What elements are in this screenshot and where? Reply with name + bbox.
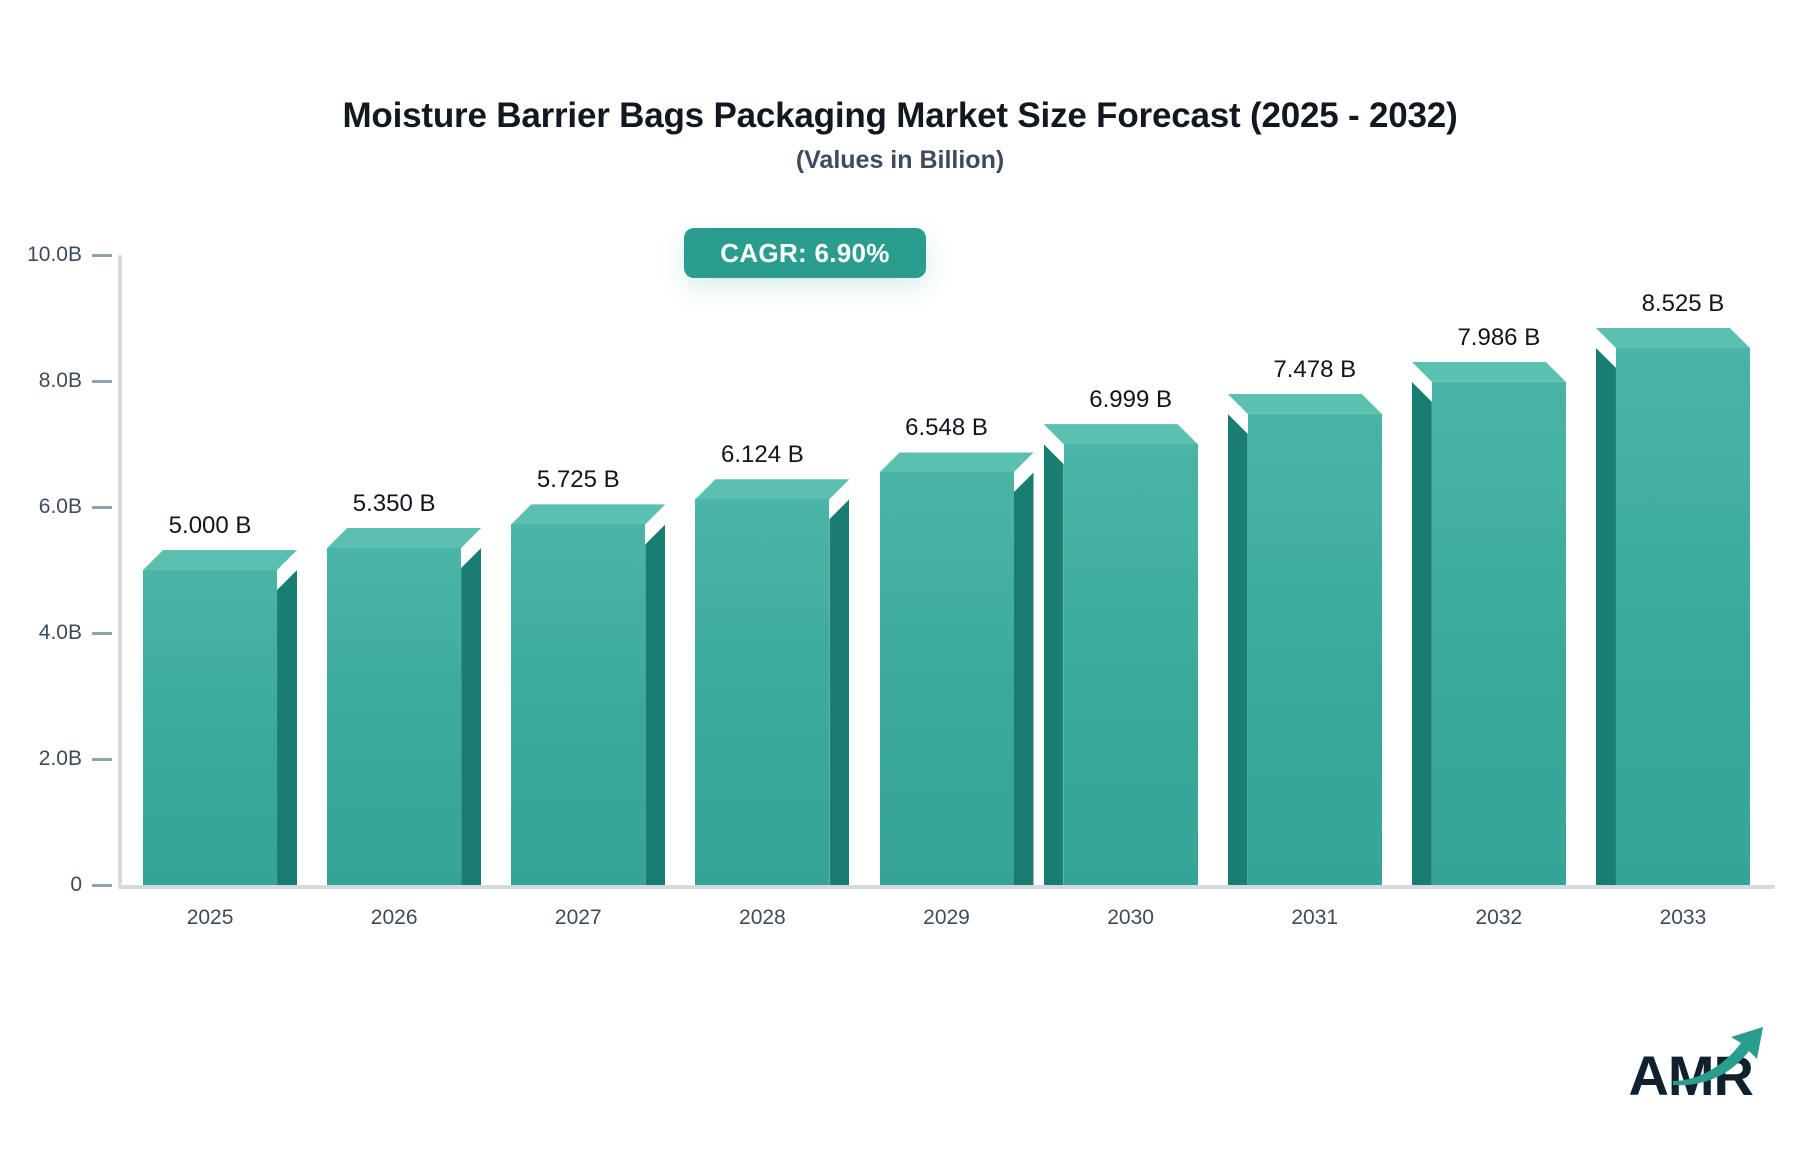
y-axis-tick: 8.0B	[0, 369, 112, 393]
bar-body: 7.478 B	[1227, 356, 1402, 885]
y-axis-tick-mark	[92, 253, 112, 257]
y-axis-tick-mark	[92, 757, 112, 761]
bar-front-face	[143, 570, 278, 885]
y-axis-tick: 10.0B	[0, 243, 112, 267]
bar-side-face	[1411, 381, 1432, 885]
cagr-badge-label: CAGR: 6.90%	[720, 237, 890, 268]
bar-group[interactable]: 6.124 B	[675, 255, 850, 885]
bar-side-face	[1595, 347, 1616, 885]
bar-front-face	[1431, 381, 1566, 885]
bar-group[interactable]: 5.000 B	[123, 255, 298, 885]
bar-value-label: 7.986 B	[1457, 323, 1541, 351]
bar-group[interactable]: 6.548 B	[860, 255, 1034, 885]
bar-group[interactable]: 7.986 B	[1411, 255, 1586, 885]
bar-top-face	[511, 504, 666, 525]
bar-front-face	[1615, 347, 1750, 885]
bar-side-face	[1013, 472, 1034, 885]
bar-top-face	[327, 527, 482, 548]
x-axis-label: 2032	[1475, 906, 1523, 929]
plot-area: 5.000 B 5.350 B 5.725 B 6.124 B 6.548 B 6.999…	[27, 243, 1775, 896]
bar-top-face	[879, 452, 1034, 473]
bar-top-face	[1595, 327, 1750, 348]
bar-group[interactable]: 5.725 B	[491, 255, 666, 885]
x-axis-label: 2033	[1659, 906, 1707, 929]
bar-side-face	[461, 547, 482, 885]
x-axis-label: 2029	[923, 906, 970, 929]
y-axis-line	[118, 255, 122, 885]
growth-arrow-icon	[1671, 1023, 1767, 1092]
y-axis-tick-label: 0	[70, 873, 82, 896]
cagr-badge: CAGR: 6.90%	[684, 228, 926, 278]
bar-value-label: 6.124 B	[721, 441, 804, 469]
x-axis-label: 2026	[370, 906, 418, 929]
bar-top-face	[1227, 393, 1382, 414]
page-subtitle: (Values in Billion)	[795, 146, 1005, 174]
x-axis-label: 2031	[1291, 906, 1339, 929]
page-title: Moisture Barrier Bags Packaging Market S…	[342, 96, 1458, 135]
bar-front-face	[327, 547, 462, 885]
bar-group[interactable]: 8.525 B	[1595, 255, 1770, 885]
y-axis-tick-mark	[92, 505, 112, 509]
y-axis-tick: 4.0B	[0, 621, 112, 645]
bar-front-face	[695, 499, 830, 885]
bar-side-face	[277, 570, 298, 885]
bar-body: 5.350 B	[307, 490, 482, 885]
bar-body: 6.999 B	[1043, 386, 1218, 885]
bar-body: 6.548 B	[860, 414, 1034, 885]
bar-value-label: 5.725 B	[536, 466, 620, 494]
bars-layer: 5.000 B 5.350 B 5.725 B 6.124 B 6.548 B 6.999…	[118, 255, 1775, 885]
bar-side-face	[829, 499, 850, 885]
x-axis-label: 2027	[554, 906, 602, 929]
bar-body: 5.000 B	[123, 512, 298, 885]
bar-top-face	[1411, 361, 1566, 382]
bar-front-face	[879, 472, 1014, 885]
bar-value-label: 6.999 B	[1089, 386, 1172, 414]
y-axis-tick: 0	[0, 873, 112, 897]
bar-body: 8.525 B	[1595, 290, 1770, 885]
y-axis-tick-label: 4.0B	[38, 621, 82, 644]
bar-group[interactable]: 6.999 B	[1043, 255, 1218, 885]
bar-front-face	[1063, 444, 1198, 885]
bar-body: 6.124 B	[675, 441, 850, 885]
x-axis-label: 2030	[1107, 906, 1154, 929]
y-axis-tick-label: 6.0B	[38, 495, 82, 518]
bar-value-label: 6.548 B	[905, 414, 988, 442]
bar-group[interactable]: 5.350 B	[307, 255, 482, 885]
y-axis-tick-label: 10.0B	[27, 243, 82, 266]
y-axis-tick-mark	[92, 631, 112, 635]
bar-top-face	[695, 479, 850, 500]
bar-value-label: 5.350 B	[352, 489, 436, 517]
y-axis-tick-mark	[92, 883, 112, 887]
bar-top-face	[143, 550, 298, 570]
bar-body: 7.986 B	[1411, 324, 1586, 885]
x-axis-line	[118, 885, 1775, 889]
bar-group[interactable]: 7.478 B	[1227, 255, 1402, 885]
y-axis-tick-mark	[92, 379, 112, 383]
bar-side-face	[645, 524, 666, 885]
bar-front-face	[511, 524, 646, 885]
y-axis-tick-label: 2.0B	[38, 747, 82, 770]
bar-value-label: 5.000 B	[168, 512, 252, 539]
x-axis-label: 2025	[186, 906, 234, 929]
bar-side-face	[1227, 413, 1248, 885]
bar-top-face	[1043, 424, 1198, 445]
y-axis-tick: 2.0B	[0, 747, 112, 771]
bar-front-face	[1247, 413, 1382, 885]
bar-value-label: 7.478 B	[1273, 355, 1357, 383]
bar-value-label: 8.525 B	[1641, 289, 1725, 317]
bar-side-face	[1043, 444, 1064, 885]
amr-logo: AMR	[1628, 1027, 1763, 1104]
y-axis-tick: 6.0B	[0, 495, 112, 519]
y-axis-tick-label: 8.0B	[38, 369, 82, 392]
x-axis-label: 2028	[739, 906, 786, 929]
bar-body: 5.725 B	[491, 466, 666, 885]
